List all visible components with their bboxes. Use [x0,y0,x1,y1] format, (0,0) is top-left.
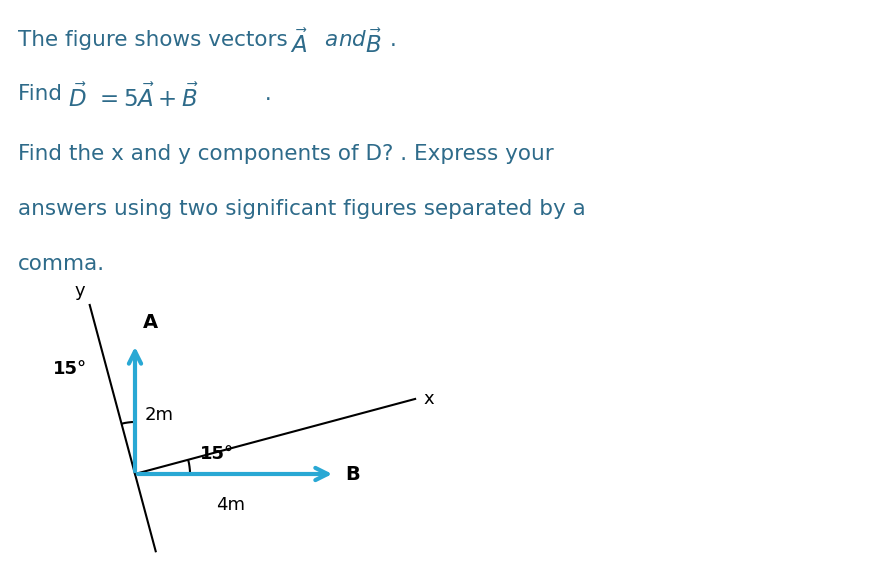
Text: Find the x and y components of D? . Express your: Find the x and y components of D? . Expr… [18,144,553,164]
Text: y: y [74,282,84,300]
Text: 15°: 15° [53,360,87,378]
Text: answers using two significant figures separated by a: answers using two significant figures se… [18,199,585,219]
Text: 15°: 15° [199,445,234,463]
Text: $\vec{A}$: $\vec{A}$ [290,30,308,59]
Text: B: B [345,464,360,483]
Text: The figure shows vectors: The figure shows vectors [18,30,294,50]
Text: A: A [143,313,158,332]
Text: $\vec{D}$: $\vec{D}$ [68,84,87,113]
Text: 4m: 4m [216,496,245,514]
Text: x: x [423,390,433,408]
Text: .: . [258,84,271,104]
Text: $= 5\vec{A} + \vec{B}$: $= 5\vec{A} + \vec{B}$ [95,84,198,113]
Text: 2m: 2m [144,406,174,425]
Text: comma.: comma. [18,254,105,274]
Text: Find: Find [18,84,69,104]
Text: $and$: $and$ [318,30,367,50]
Text: $\vec{B}$: $\vec{B}$ [364,30,382,59]
Text: .: . [390,30,396,50]
